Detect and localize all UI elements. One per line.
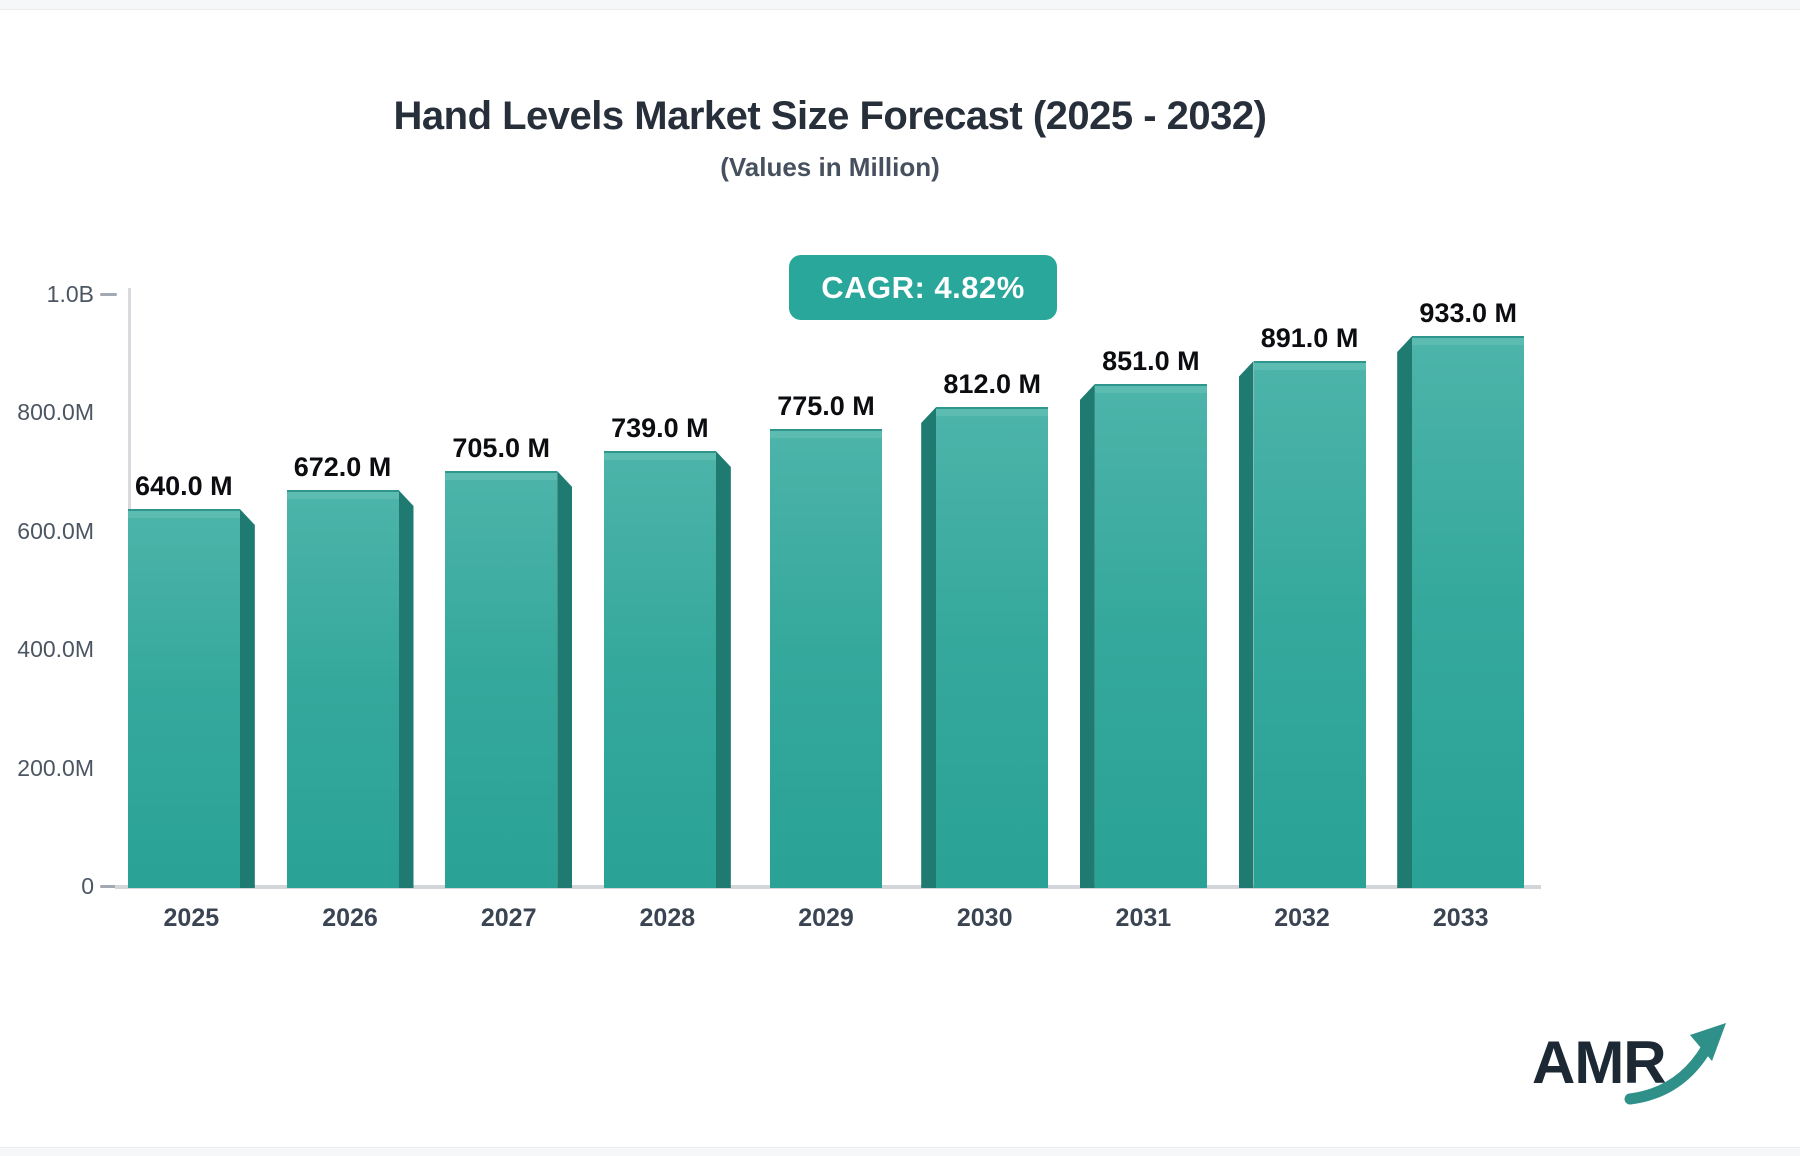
bar-2026[interactable]: 672.0 M: [286, 452, 414, 888]
bar-front-face: [445, 471, 558, 888]
bar-2025[interactable]: 640.0 M: [127, 471, 255, 888]
x-tick-label-2029: 2029: [798, 904, 854, 932]
page-bottom-strip: [0, 1147, 1800, 1156]
x-tick-label-2026: 2026: [322, 904, 378, 932]
y-tick-label-0: 0: [81, 873, 94, 899]
bar-slot-2033: 933.0 M: [1381, 294, 1540, 888]
x-tick-label-2028: 2028: [639, 904, 696, 932]
page-top-strip: [0, 0, 1800, 10]
bar-side-face: [398, 490, 414, 888]
bar-value-label-2027: 705.0 M: [452, 433, 550, 463]
bar-2031[interactable]: 851.0 M: [1079, 346, 1207, 888]
bar-top-face: [1412, 336, 1525, 345]
y-tick-label-800.0M: 800.0M: [17, 399, 94, 426]
bar-2029[interactable]: 775.0 M: [770, 391, 883, 888]
cagr-badge: CAGR: 4.82%: [789, 255, 1057, 320]
bar-top-face: [286, 490, 399, 499]
bar-slot-2031: 851.0 M: [1064, 294, 1223, 888]
bar-2030[interactable]: 812.0 M: [921, 369, 1049, 888]
bar-side-face: [921, 407, 937, 888]
y-tick-label-200.0M: 200.0M: [17, 754, 94, 781]
bar-side-face: [239, 509, 255, 888]
bar-value-label-2031: 851.0 M: [1102, 346, 1200, 376]
bar-slot-2030: 812.0 M: [905, 294, 1064, 888]
bar-front-face: [936, 407, 1049, 888]
bar-slot-2032: 891.0 M: [1223, 294, 1382, 888]
bar-2028[interactable]: 739.0 M: [603, 413, 731, 888]
bar-front-face: [1094, 384, 1207, 888]
bar-side-face: [1238, 361, 1254, 888]
x-tick-label-2027: 2027: [480, 904, 537, 932]
x-axis-labels: 2025 2026 2027 2028 2029 2030 2031 2032 2033: [112, 904, 1540, 933]
bar-value-label-2029: 775.0 M: [777, 391, 875, 421]
bar-side-face: [1397, 336, 1413, 888]
chart-header: Hand Levels Market Size Forecast (2025 -…: [0, 94, 1660, 183]
bar-front-face: [127, 509, 240, 888]
bar-value-label-2033: 933.0 M: [1419, 298, 1517, 328]
x-tick-label-2030: 2030: [956, 904, 1013, 932]
x-tick-label-2032: 2032: [1274, 904, 1330, 932]
bar-value-label-2026: 672.0 M: [293, 452, 392, 482]
bar-top-face: [770, 429, 883, 438]
bar-front-face: [1412, 336, 1525, 888]
bar-top-face: [1094, 384, 1207, 393]
chart-subtitle: (Values in Million): [720, 152, 940, 182]
bar-side-face: [1079, 384, 1095, 888]
amr-logo: AMR: [1532, 1023, 1762, 1123]
bar-2027[interactable]: 705.0 M: [445, 433, 573, 888]
bar-front-face: [286, 490, 399, 888]
y-tick-mark: [100, 885, 117, 888]
y-tick-label-1.0B: 1.0B: [46, 281, 94, 307]
y-tick-label-400.0M: 400.0M: [17, 636, 94, 663]
bar-front-face: [770, 429, 883, 888]
bar-top-face: [127, 509, 240, 518]
bar-value-label-2030: 812.0 M: [943, 369, 1041, 399]
bar-top-face: [936, 407, 1049, 416]
bar-front-face: [603, 451, 716, 888]
bar-slot-2025: 640.0 M: [112, 294, 271, 888]
x-tick-label-2031: 2031: [1115, 904, 1172, 932]
x-tick-label-2025: 2025: [163, 904, 220, 932]
bar-slot-2026: 672.0 M: [271, 294, 430, 888]
amr-logo-text: AMR: [1532, 1029, 1667, 1096]
bar-value-label-2028: 739.0 M: [611, 413, 709, 443]
growth-arrow-icon: [1624, 1023, 1726, 1105]
bar-2033[interactable]: 933.0 M: [1397, 298, 1525, 888]
bar-side-face: [715, 451, 731, 888]
bar-side-face: [557, 471, 573, 888]
y-tick-mark: [100, 293, 117, 296]
bar-value-label-2032: 891.0 M: [1260, 323, 1359, 353]
y-tick-label-600.0M: 600.0M: [17, 517, 94, 544]
bar-value-label-2025: 640.0 M: [135, 471, 233, 501]
bar-front-face: [1253, 361, 1366, 888]
bar-slot-2029: 775.0 M: [747, 294, 906, 888]
bar-top-face: [603, 451, 716, 460]
bar-slot-2028: 739.0 M: [588, 294, 747, 888]
bar-slot-2027: 705.0 M: [429, 294, 588, 888]
bar-top-face: [1253, 361, 1366, 370]
bar-top-face: [445, 471, 558, 480]
bar-2032[interactable]: 891.0 M: [1238, 323, 1366, 888]
plot-area: 640.0 M 672.0 M 705.0 M 739.0 M 775.0 M 812.0…: [112, 294, 1540, 888]
chart-title: Hand Levels Market Size Forecast (2025 -…: [393, 94, 1267, 138]
x-tick-label-2033: 2033: [1432, 904, 1489, 932]
